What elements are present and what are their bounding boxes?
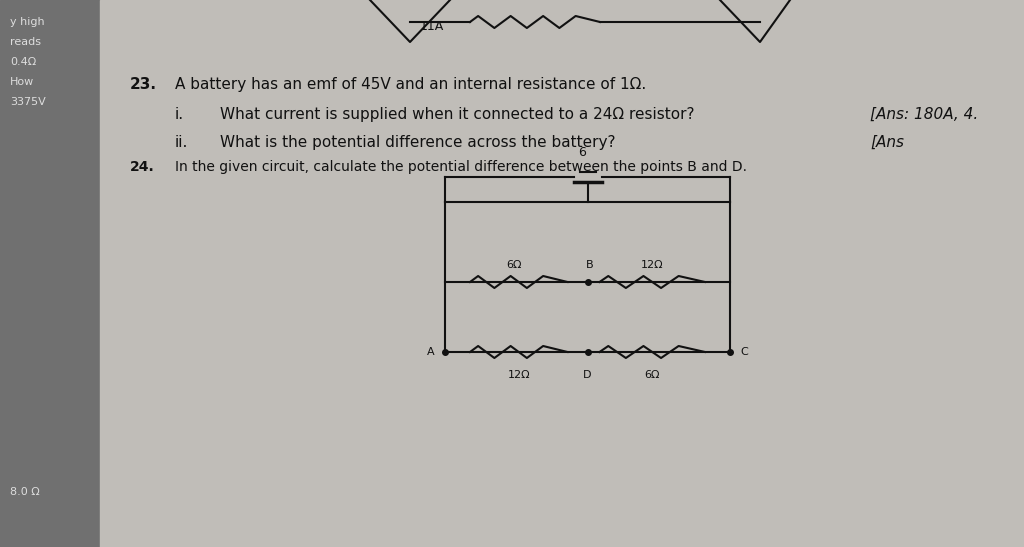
Text: 24.: 24. bbox=[130, 160, 155, 174]
Text: C: C bbox=[740, 347, 748, 357]
Text: What current is supplied when it connected to a 24Ω resistor?: What current is supplied when it connect… bbox=[220, 107, 694, 122]
Text: 12Ω: 12Ω bbox=[641, 260, 664, 270]
Text: What is the potential difference across the battery?: What is the potential difference across … bbox=[220, 135, 615, 150]
Text: 6Ω: 6Ω bbox=[644, 370, 660, 380]
Text: A: A bbox=[427, 347, 435, 357]
Text: How: How bbox=[10, 77, 34, 87]
Text: 0.4Ω: 0.4Ω bbox=[10, 57, 36, 67]
Text: In the given circuit, calculate the potential difference between the points B an: In the given circuit, calculate the pote… bbox=[175, 160, 746, 174]
Text: 11A: 11A bbox=[420, 20, 444, 33]
Bar bbox=[0, 0, 100, 547]
Text: i.: i. bbox=[175, 107, 184, 122]
Text: reads: reads bbox=[10, 37, 41, 47]
Text: y high: y high bbox=[10, 17, 45, 27]
Text: D: D bbox=[584, 370, 592, 380]
Text: 3375V: 3375V bbox=[10, 97, 46, 107]
Text: B: B bbox=[586, 260, 593, 270]
Text: ii.: ii. bbox=[175, 135, 188, 150]
Text: 23.: 23. bbox=[130, 77, 157, 92]
Text: 6: 6 bbox=[579, 146, 587, 159]
Text: [Ans: 180A, 4.: [Ans: 180A, 4. bbox=[870, 107, 978, 122]
Text: 6Ω: 6Ω bbox=[506, 260, 521, 270]
Text: A battery has an emf of 45V and an internal resistance of 1Ω.: A battery has an emf of 45V and an inter… bbox=[175, 77, 646, 92]
Text: 8.0 Ω: 8.0 Ω bbox=[10, 487, 40, 497]
Text: 12Ω: 12Ω bbox=[508, 370, 530, 380]
Text: [Ans: [Ans bbox=[870, 135, 904, 150]
